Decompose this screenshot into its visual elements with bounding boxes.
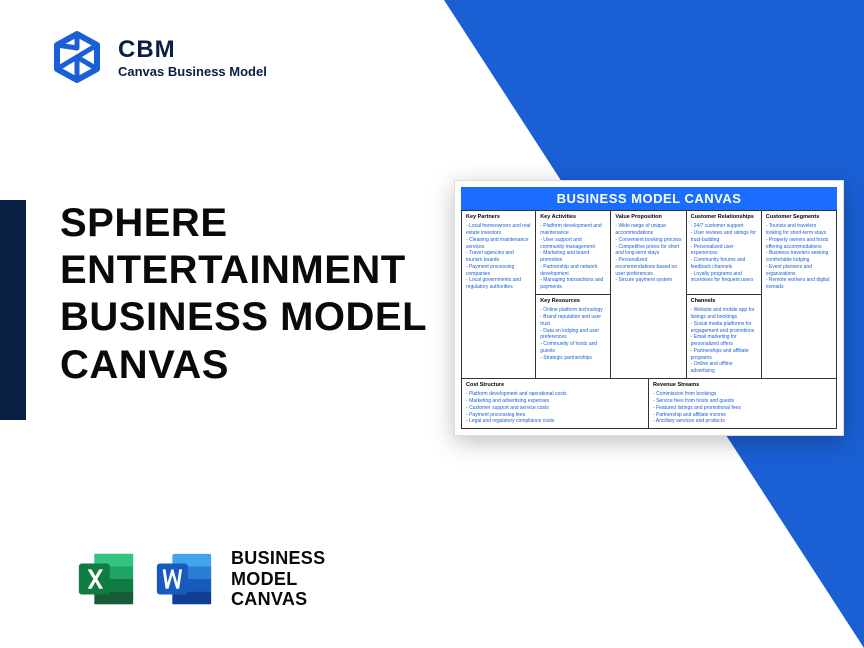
list-item: Event planners and organizations — [766, 264, 832, 278]
list-item: Community of hosts and guests — [540, 341, 606, 355]
list-item: Service fees from hosts and guests — [653, 398, 832, 405]
canvas-preview: BUSINESS MODEL CANVAS Key Partners Local… — [454, 180, 844, 436]
canvas-grid-bottom: Cost Structure Platform development and … — [461, 379, 837, 429]
list-item: Customer support and service costs — [466, 405, 644, 412]
block-channels: Channels Website and mobile app for list… — [687, 295, 762, 379]
page-title: SPHERE ENTERTAINMENT BUSINESS MODEL CANV… — [60, 200, 480, 389]
cbm-logo-icon — [50, 30, 104, 84]
list-item: Property owners and hosts offering accom… — [766, 237, 832, 251]
list-item: 24/7 customer support — [691, 223, 757, 230]
footer-icons: BUSINESS MODEL CANVAS — [75, 548, 325, 610]
header: CBM Canvas Business Model — [50, 30, 267, 84]
list-item: Local governments and regulatory authori… — [466, 277, 531, 291]
list-item: Cleaning and maintenance services — [466, 237, 531, 251]
list-item: Partnership and network development — [540, 264, 606, 278]
list-item: Social media platforms for engagement an… — [691, 321, 757, 335]
logo-title: CBM — [118, 36, 267, 64]
block-heading: Customer Segments — [766, 214, 832, 221]
block-key-resources: Key Resources Online platform technology… — [536, 295, 611, 379]
list-item: Email marketing for personalized offers — [691, 334, 757, 348]
list-item: Payment processing fees — [466, 412, 644, 419]
block-cost-structure: Cost Structure Platform development and … — [461, 379, 649, 429]
list-item: Competitive prices for short and long-te… — [615, 244, 681, 258]
list-item: Tourists and travelers looking for short… — [766, 223, 832, 237]
list-item: Brand reputation and user trust — [540, 314, 606, 328]
list-item: Partnerships and affiliate programs — [691, 348, 757, 362]
list-item: Marketing and advertising expenses — [466, 398, 644, 405]
list-item: Managing transactions and payments — [540, 277, 606, 291]
list-item: Online platform technology — [540, 307, 606, 314]
block-heading: Channels — [691, 298, 757, 305]
bmc-label-line: MODEL — [231, 569, 325, 590]
block-value-proposition: Value Proposition Wide range of unique a… — [611, 211, 686, 379]
list-item: User support and community management — [540, 237, 606, 251]
list-item: Marketing and brand promotion — [540, 250, 606, 264]
list-item: Remote workers and digital nomads — [766, 277, 832, 291]
list-item: Community forums and feedback channels — [691, 257, 757, 271]
list-item: Legal and regulatory compliance costs — [466, 418, 644, 425]
canvas-grid-top: Key Partners Local homeowners and real e… — [461, 210, 837, 379]
logo-subtitle: Canvas Business Model — [118, 64, 267, 79]
list-item: Data on lodging and user preferences — [540, 328, 606, 342]
block-heading: Key Resources — [540, 298, 606, 305]
word-icon — [153, 548, 215, 610]
list-item: Featured listings and promotional fees — [653, 405, 832, 412]
list-item: Partnership and affiliate income — [653, 412, 832, 419]
block-customer-segments: Customer Segments Tourists and travelers… — [762, 211, 837, 379]
list-item: Online and offline advertising — [691, 361, 757, 375]
block-heading: Key Partners — [466, 214, 531, 221]
left-accent-bar — [0, 200, 26, 420]
bmc-label: BUSINESS MODEL CANVAS — [231, 548, 325, 610]
block-heading: Revenue Streams — [653, 382, 832, 389]
block-heading: Customer Relationships — [691, 214, 757, 221]
bmc-label-line: CANVAS — [231, 589, 325, 610]
list-item: Loyalty programs and incentives for freq… — [691, 271, 757, 285]
block-revenue-streams: Revenue Streams Commission from bookings… — [649, 379, 837, 429]
list-item: Secure payment system — [615, 277, 681, 284]
bmc-label-line: BUSINESS — [231, 548, 325, 569]
list-item: User reviews and ratings for trust-build… — [691, 230, 757, 244]
list-item: Platform development and operational cos… — [466, 391, 644, 398]
block-key-activities: Key Activities Platform development and … — [536, 211, 611, 295]
list-item: Business travelers seeking comfortable l… — [766, 250, 832, 264]
list-item: Personalized recommendations based on us… — [615, 257, 681, 277]
block-heading: Key Activities — [540, 214, 606, 221]
list-item: Ancillary services and products — [653, 418, 832, 425]
list-item: Platform development and maintenance — [540, 223, 606, 237]
excel-icon — [75, 548, 137, 610]
block-heading: Value Proposition — [615, 214, 681, 221]
list-item: Travel agencies and tourism boards — [466, 250, 531, 264]
list-item: Commission from bookings — [653, 391, 832, 398]
list-item: Wide range of unique accommodations — [615, 223, 681, 237]
list-item: Website and mobile app for listings and … — [691, 307, 757, 321]
list-item: Local homeowners and real estate investo… — [466, 223, 531, 237]
list-item: Payment processing companies — [466, 264, 531, 278]
list-item: Convenient booking process — [615, 237, 681, 244]
list-item: Strategic partnerships — [540, 355, 606, 362]
block-customer-relationships: Customer Relationships 24/7 customer sup… — [687, 211, 762, 295]
canvas-title: BUSINESS MODEL CANVAS — [461, 187, 837, 210]
block-key-partners: Key Partners Local homeowners and real e… — [461, 211, 536, 379]
list-item: Personalized user experiences — [691, 244, 757, 258]
block-heading: Cost Structure — [466, 382, 644, 389]
